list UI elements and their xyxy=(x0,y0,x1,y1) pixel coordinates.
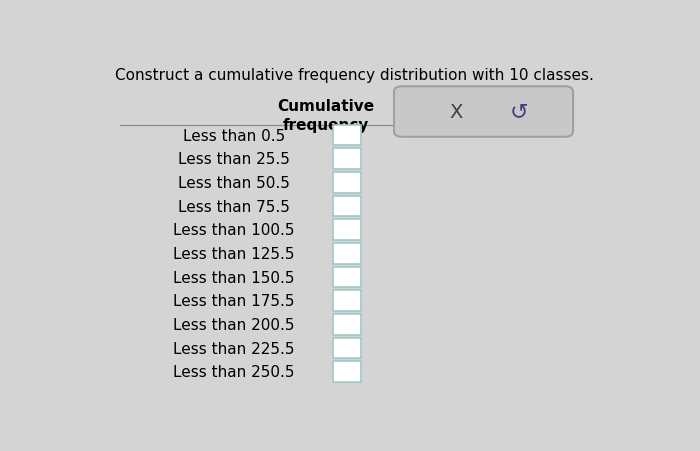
FancyBboxPatch shape xyxy=(333,125,361,146)
FancyBboxPatch shape xyxy=(333,220,361,240)
Text: Less than 125.5: Less than 125.5 xyxy=(173,246,295,261)
FancyBboxPatch shape xyxy=(333,338,361,359)
Text: Less than 200.5: Less than 200.5 xyxy=(173,317,295,332)
Text: Less than 175.5: Less than 175.5 xyxy=(173,294,295,308)
Text: X: X xyxy=(449,103,463,122)
FancyBboxPatch shape xyxy=(333,196,361,217)
Text: ↺: ↺ xyxy=(510,102,528,122)
FancyBboxPatch shape xyxy=(333,149,361,170)
FancyBboxPatch shape xyxy=(333,244,361,264)
Text: Construct a cumulative frequency distribution with 10 classes.: Construct a cumulative frequency distrib… xyxy=(115,68,594,83)
Text: Less than 250.5: Less than 250.5 xyxy=(173,364,295,379)
Text: Less than 25.5: Less than 25.5 xyxy=(178,152,290,167)
FancyBboxPatch shape xyxy=(394,87,573,138)
FancyBboxPatch shape xyxy=(333,267,361,288)
FancyBboxPatch shape xyxy=(333,173,361,193)
Text: Less than 0.5: Less than 0.5 xyxy=(183,128,285,143)
Text: Less than 50.5: Less than 50.5 xyxy=(178,175,290,190)
Text: Less than 100.5: Less than 100.5 xyxy=(173,223,295,238)
FancyBboxPatch shape xyxy=(333,290,361,312)
FancyBboxPatch shape xyxy=(333,361,361,382)
Text: Cumulative
frequency: Cumulative frequency xyxy=(278,99,375,133)
FancyBboxPatch shape xyxy=(333,314,361,335)
Text: Less than 150.5: Less than 150.5 xyxy=(173,270,295,285)
Text: Less than 75.5: Less than 75.5 xyxy=(178,199,290,214)
Text: Less than 225.5: Less than 225.5 xyxy=(173,341,295,356)
